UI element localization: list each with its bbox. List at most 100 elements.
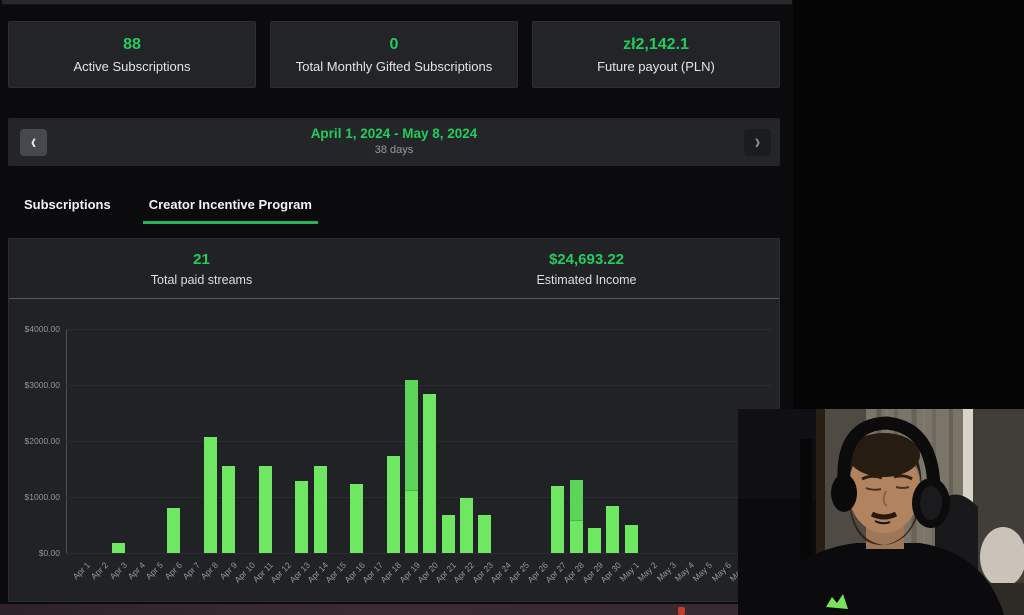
chart-bar-segment — [624, 525, 638, 553]
stat-card: 88 Active Subscriptions — [8, 21, 256, 88]
date-range-text-block: April 1, 2024 - May 8, 2024 38 days — [8, 126, 780, 156]
chart-bar[interactable] — [588, 528, 602, 553]
x-axis-tick-label: Apr 8 — [198, 560, 221, 582]
chart-bar[interactable] — [459, 498, 473, 553]
chart-bar-segment — [405, 491, 419, 553]
tab-subscriptions[interactable]: Subscriptions — [24, 197, 111, 212]
x-axis-tick-label: Apr 2 — [89, 560, 111, 582]
program-stat-label: Estimated Income — [536, 272, 637, 287]
stat-card-value: 0 — [389, 35, 399, 53]
chart-bar-segment — [203, 437, 217, 553]
date-range-duration: 38 days — [374, 144, 414, 156]
chart-bar-segment — [386, 456, 400, 553]
stat-card-value: zł2,142.1 — [623, 35, 689, 53]
chart-bar[interactable] — [203, 437, 217, 553]
y-axis-tick-label: $1000.00 — [24, 492, 60, 502]
chart-bar-segment — [606, 506, 620, 553]
chart-bar-segment — [222, 466, 236, 553]
chart-bar-segment — [313, 466, 327, 553]
stat-card: 0 Total Monthly Gifted Subscriptions — [270, 21, 518, 88]
stat-card: zł2,142.1 Future payout (PLN) — [532, 21, 780, 88]
chart-bar[interactable] — [405, 380, 419, 553]
gridline — [66, 328, 771, 330]
streamer-webcam-image — [738, 409, 1024, 615]
date-range-label: April 1, 2024 - May 8, 2024 — [310, 126, 478, 141]
chart-bar-segment — [588, 528, 602, 553]
y-axis-tick-label: $4000.00 — [24, 324, 60, 334]
x-axis-tick-label: May 4 — [672, 560, 697, 584]
program-stat: 21 Total paid streams — [9, 239, 394, 298]
program-stats-row: 21 Total paid streams $24,693.22 Estimated … — [9, 239, 779, 299]
chart-bar[interactable] — [350, 484, 364, 553]
chart-bar[interactable] — [606, 506, 620, 553]
chart-bar[interactable] — [441, 515, 455, 553]
chart-bar[interactable] — [258, 466, 272, 553]
gridline — [66, 496, 771, 498]
x-axis-tick-label: Apr 4 — [125, 560, 148, 582]
gridline — [66, 440, 771, 442]
chart-bar-segment — [350, 484, 364, 553]
gridline — [66, 384, 771, 386]
chart-bar[interactable] — [112, 543, 126, 553]
x-axis-tick-label: Apr 7 — [180, 560, 203, 582]
tab-bar: Subscriptions Creator Incentive Program — [18, 197, 318, 224]
y-axis-tick-label: $0.00 — [38, 548, 60, 558]
stat-card-label: Future payout (PLN) — [597, 58, 715, 74]
chart-bar[interactable] — [167, 508, 181, 553]
chart-bar-segment — [441, 515, 455, 553]
tab-creator-incentive-program[interactable]: Creator Incentive Program — [142, 197, 318, 224]
top-panel-edge — [2, 0, 792, 5]
chart-bar[interactable] — [624, 525, 638, 553]
stat-card-label: Total Monthly Gifted Subscriptions — [295, 58, 493, 74]
x-axis-tick-label: Apr 6 — [162, 560, 184, 582]
chart-bar[interactable] — [386, 456, 400, 553]
chart-bar-segment — [459, 498, 473, 553]
stat-card-value: 88 — [123, 35, 141, 53]
chart-bar[interactable] — [295, 481, 309, 553]
x-axis-tick-label: May 1 — [617, 560, 642, 584]
date-range-selector: ‹ April 1, 2024 - May 8, 2024 38 days › — [8, 118, 780, 166]
chart-bar-segment — [295, 481, 309, 553]
program-stat-label: Total paid streams — [150, 272, 253, 287]
x-axis-tick-label: Apr 5 — [143, 560, 166, 582]
program-stat-value: 21 — [193, 250, 210, 268]
previous-period-button[interactable]: ‹ — [20, 129, 47, 156]
chart-bar[interactable] — [313, 466, 327, 553]
program-stat-value: $24,693.22 — [548, 250, 625, 268]
red-indicator-icon — [678, 607, 685, 615]
x-axis-tick-label: Apr 3 — [107, 560, 129, 582]
y-axis-tick-label: $2000.00 — [24, 436, 60, 446]
chart-bar-segment — [569, 480, 583, 521]
chevron-left-icon: ‹ — [30, 130, 37, 154]
gridline — [66, 552, 771, 554]
chart-bar-segment — [423, 394, 437, 553]
chart-bar[interactable] — [423, 394, 437, 553]
chart-bar-segment — [258, 466, 272, 553]
chart-bar-segment — [478, 515, 492, 553]
earnings-bar-chart: $0.00 $1000.00 $2000.00 $3000.00 $4000.00 Apr… — [9, 300, 779, 601]
x-axis-tick-label: May 2 — [636, 560, 660, 584]
stat-card-label: Active Subscriptions — [73, 58, 191, 74]
summary-cards-row: 88 Active Subscriptions 0 Total Monthly Gif… — [8, 21, 780, 88]
webcam-overlay — [738, 409, 1024, 615]
x-axis-tick-label: May 6 — [709, 560, 733, 584]
chart-bar-segment — [112, 543, 126, 553]
program-stat: $24,693.22 Estimated Income — [394, 239, 779, 298]
y-axis-tick-label: $3000.00 — [24, 380, 60, 390]
x-axis-tick-label: May 5 — [690, 560, 715, 584]
next-period-button[interactable]: › — [744, 129, 771, 156]
chart-bar-segment — [569, 521, 583, 553]
chart-bar[interactable] — [569, 480, 583, 553]
chart-bar[interactable] — [551, 486, 565, 553]
chart-bar[interactable] — [222, 466, 236, 553]
chart-bar-segment — [167, 508, 181, 553]
x-axis-tick-label: Apr 1 — [70, 560, 93, 582]
chart-bar-segment — [405, 380, 419, 491]
creator-incentive-panel: 21 Total paid streams $24,693.22 Estimated … — [8, 238, 780, 602]
chart-bar[interactable] — [478, 515, 492, 553]
chart-plot-area: $0.00 $1000.00 $2000.00 $3000.00 $4000.00 Apr… — [25, 324, 771, 585]
chart-bar-segment — [551, 486, 565, 553]
x-axis-tick-label: May 3 — [654, 560, 678, 584]
bottom-window-edge — [0, 604, 1024, 615]
chevron-right-icon: › — [754, 130, 761, 154]
